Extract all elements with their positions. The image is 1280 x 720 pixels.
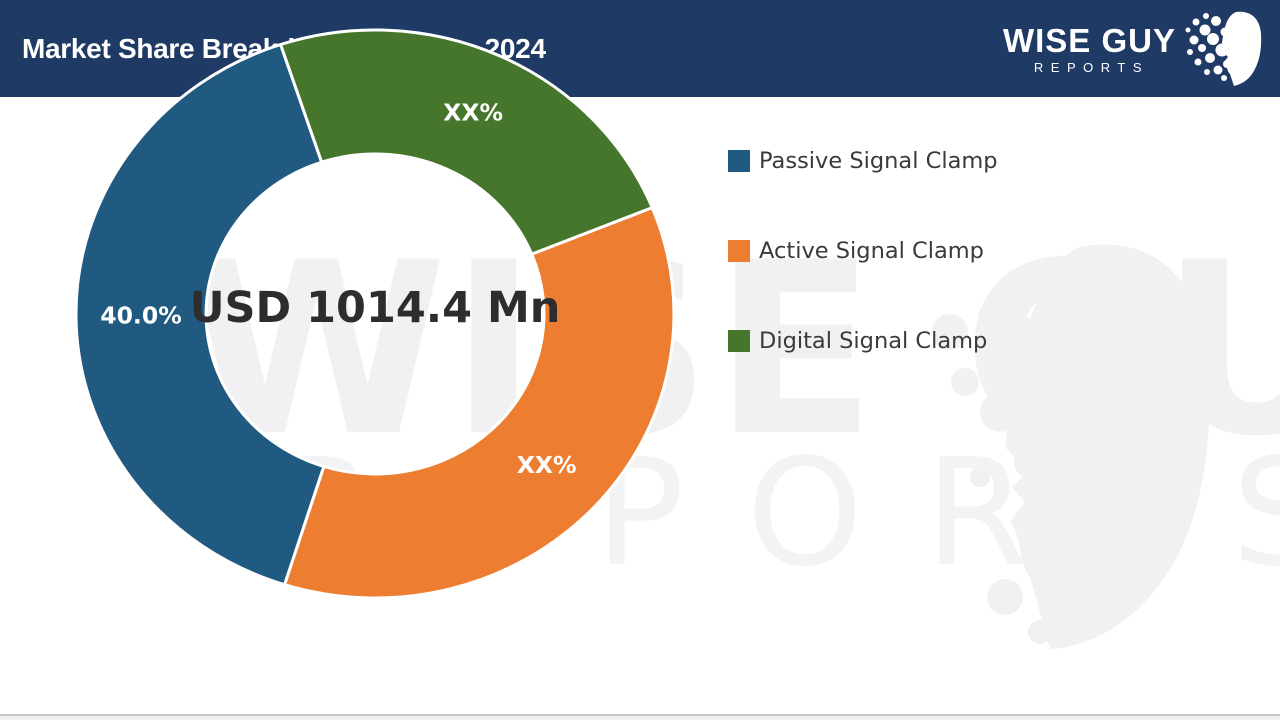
donut-segment-active-signal-clamp — [283, 206, 676, 600]
donut-chart: 40.0% XX% XX% — [74, 28, 676, 600]
legend-swatch-active — [728, 240, 750, 262]
wise-guy-logo: WISE GUY REPORTS — [1003, 8, 1266, 90]
legend-label-passive: Passive Signal Clamp — [759, 148, 998, 174]
donut-segment-passive-signal-clamp — [74, 43, 326, 587]
logo-line2: REPORTS — [1033, 59, 1150, 75]
legend-item-digital: Digital Signal Clamp — [728, 328, 998, 354]
donut-segment-digital-signal-clamp — [279, 28, 654, 256]
logo-face-icon — [1185, 11, 1262, 87]
legend-label-digital: Digital Signal Clamp — [759, 328, 988, 354]
segment-percent-label: 40.0% — [100, 302, 182, 330]
legend-item-passive: Passive Signal Clamp — [728, 148, 998, 174]
legend-item-active: Active Signal Clamp — [728, 238, 998, 264]
legend-swatch-digital — [728, 330, 750, 352]
watermark-face-icon — [932, 244, 1210, 649]
segment-percent-label: XX% — [443, 99, 503, 127]
legend: Passive Signal Clamp Active Signal Clamp… — [728, 148, 998, 418]
logo-wordmark: WISE GUY REPORTS — [1003, 24, 1176, 75]
logo-line1: WISE GUY — [1002, 21, 1176, 59]
bottom-strip — [0, 716, 1280, 720]
legend-swatch-passive — [728, 150, 750, 172]
legend-label-active: Active Signal Clamp — [759, 238, 984, 264]
segment-percent-label: XX% — [517, 451, 577, 479]
donut-center-value: USD 1014.4 Mn — [189, 283, 561, 333]
bottom-divider — [0, 714, 1280, 716]
